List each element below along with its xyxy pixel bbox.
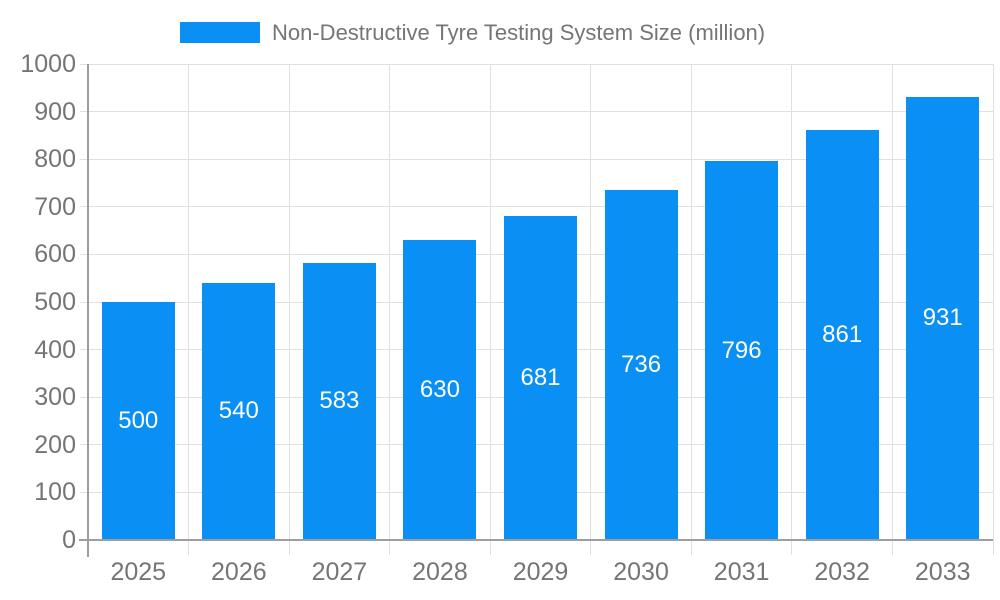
y-axis-line bbox=[87, 64, 89, 557]
bar: 583 bbox=[302, 262, 376, 540]
x-axis-tick-label: 2025 bbox=[110, 558, 167, 586]
bar-value-label: 500 bbox=[118, 407, 159, 434]
plot-area: 0 100 200 300 400 500 600 700 800 900 1000 500 2025 5… bbox=[20, 51, 994, 585]
y-axis-tick-label: 300 bbox=[34, 383, 76, 412]
bar: 861 bbox=[805, 130, 879, 540]
x-axis-tick-label: 2027 bbox=[311, 558, 368, 586]
y-axis-tick-label: 0 bbox=[62, 526, 76, 554]
gridline-vertical bbox=[590, 64, 592, 555]
bar: 540 bbox=[202, 282, 276, 540]
x-axis-tick-label: 2026 bbox=[211, 558, 267, 586]
y-axis-tick-label: 600 bbox=[34, 240, 76, 269]
gridline-vertical bbox=[489, 64, 491, 555]
gridline-vertical bbox=[891, 64, 893, 555]
bar-value-label: 540 bbox=[218, 397, 259, 425]
bar: 500 bbox=[101, 302, 175, 540]
bar-value-label: 931 bbox=[922, 304, 963, 332]
x-axis-tick-label: 2031 bbox=[713, 558, 770, 586]
bar: 931 bbox=[906, 96, 980, 540]
bar: 796 bbox=[705, 161, 779, 540]
y-axis-tick-label: 700 bbox=[34, 192, 76, 221]
gridline-vertical bbox=[188, 64, 190, 555]
y-axis-tick-label: 900 bbox=[34, 97, 76, 126]
gridline-vertical bbox=[288, 64, 290, 555]
bar-value-label: 736 bbox=[621, 350, 662, 378]
y-axis-tick-label: 500 bbox=[34, 288, 76, 316]
y-axis-tick-label: 400 bbox=[34, 335, 76, 364]
bar: 736 bbox=[604, 189, 678, 540]
gridline-horizontal bbox=[80, 63, 993, 65]
bar-value-label: 861 bbox=[822, 321, 863, 349]
bar-value-label: 681 bbox=[520, 363, 561, 391]
x-axis-tick-label: 2029 bbox=[512, 558, 569, 586]
y-axis-tick-label: 200 bbox=[34, 430, 76, 459]
gridline-vertical bbox=[992, 64, 994, 555]
bar: 630 bbox=[403, 240, 477, 540]
gridline-vertical bbox=[389, 64, 391, 555]
bar: 681 bbox=[504, 215, 577, 540]
y-axis-tick-label: 1000 bbox=[20, 50, 76, 78]
legend-label: Non-Destructive Tyre Testing System Size… bbox=[272, 19, 766, 45]
bar-value-label: 583 bbox=[319, 387, 360, 415]
bar-value-label: 630 bbox=[419, 376, 460, 404]
x-axis-tick-label: 2033 bbox=[914, 558, 971, 586]
gridline-vertical bbox=[690, 64, 692, 555]
legend-swatch bbox=[180, 22, 260, 43]
x-axis-tick-label: 2028 bbox=[412, 558, 468, 586]
legend: Non-Destructive Tyre Testing System Size… bbox=[180, 20, 765, 45]
gridline-horizontal bbox=[80, 111, 993, 113]
bar-value-label: 796 bbox=[721, 336, 762, 364]
x-axis-tick-label: 2030 bbox=[613, 558, 669, 586]
gridline-horizontal bbox=[80, 158, 993, 160]
x-axis-line bbox=[79, 539, 993, 541]
y-axis-tick-label: 100 bbox=[34, 478, 76, 507]
gridline-horizontal bbox=[80, 206, 993, 208]
gridline-vertical bbox=[791, 64, 793, 555]
x-axis-tick-label: 2032 bbox=[814, 558, 870, 586]
y-axis-tick-label: 800 bbox=[34, 145, 76, 174]
